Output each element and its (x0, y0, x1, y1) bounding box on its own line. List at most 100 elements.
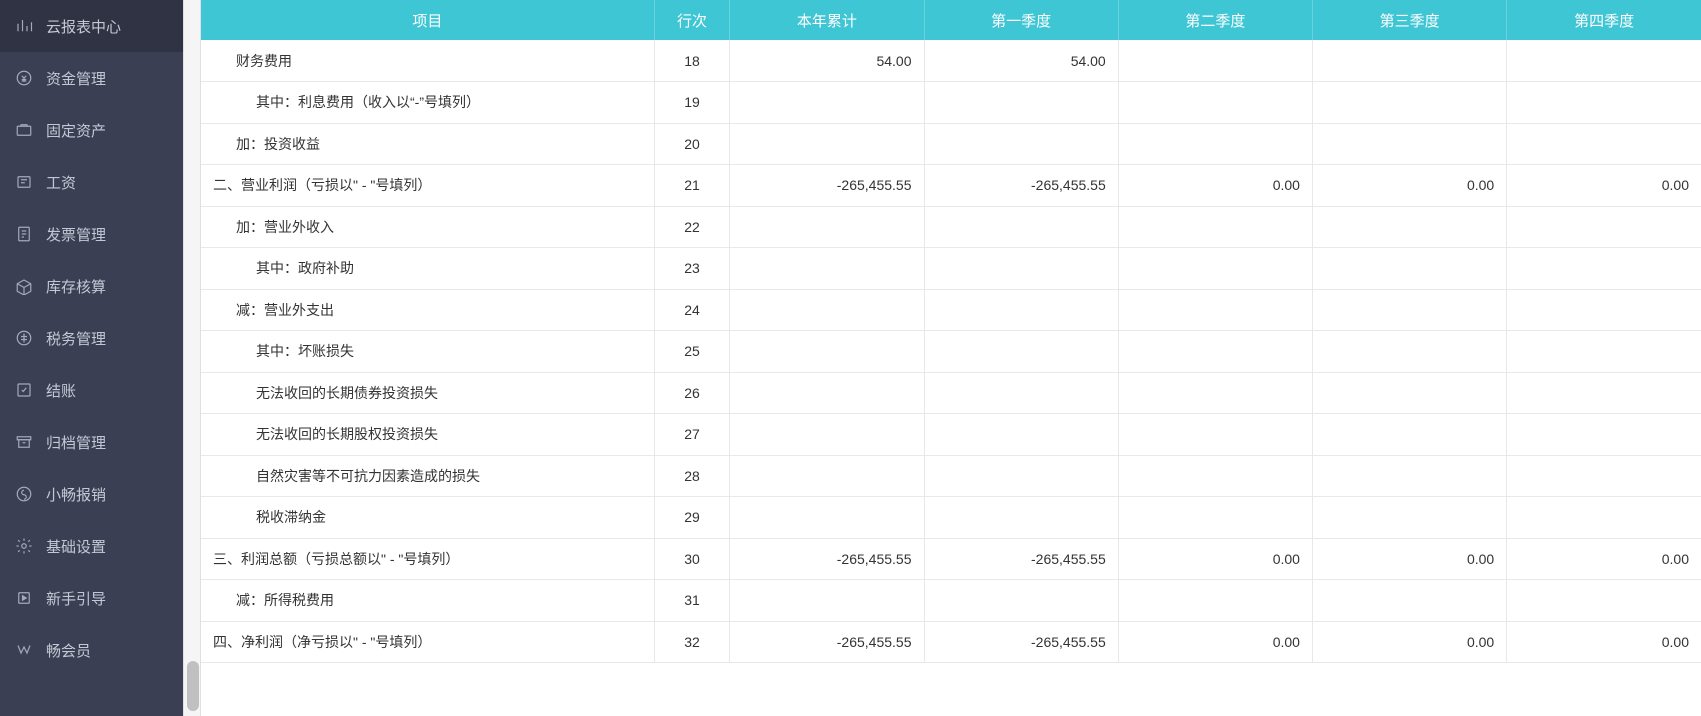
cell-q3[interactable] (1312, 331, 1506, 373)
cell-q4[interactable] (1507, 455, 1701, 497)
cell-ytd[interactable] (730, 414, 924, 456)
cell-q1[interactable] (924, 497, 1118, 539)
cell-ytd[interactable] (730, 580, 924, 622)
cell-ytd[interactable] (730, 206, 924, 248)
sidebar-item-6[interactable]: 税务管理 (0, 312, 183, 364)
cell-q3[interactable] (1312, 414, 1506, 456)
cell-q2[interactable] (1118, 82, 1312, 124)
cell-q4[interactable] (1507, 206, 1701, 248)
cell-q3[interactable] (1312, 580, 1506, 622)
cell-ytd[interactable] (730, 455, 924, 497)
cell-q4[interactable] (1507, 123, 1701, 165)
cell-q3[interactable]: 0.00 (1312, 621, 1506, 663)
cell-q1[interactable]: 54.00 (924, 40, 1118, 82)
cell-ytd[interactable] (730, 82, 924, 124)
cell-q4[interactable] (1507, 372, 1701, 414)
reimburse-icon (14, 484, 34, 504)
cell-q1[interactable] (924, 82, 1118, 124)
sidebar-item-7[interactable]: 结账 (0, 364, 183, 416)
cell-q3[interactable] (1312, 123, 1506, 165)
cell-ytd[interactable] (730, 123, 924, 165)
cell-q3[interactable] (1312, 248, 1506, 290)
cell-q4[interactable]: 0.00 (1507, 165, 1701, 207)
cell-q3[interactable] (1312, 497, 1506, 539)
cell-ytd[interactable] (730, 497, 924, 539)
cell-q1[interactable] (924, 331, 1118, 373)
sidebar-item-2[interactable]: 固定资产 (0, 104, 183, 156)
sidebar-item-12[interactable]: 畅会员 (0, 624, 183, 676)
cell-q4[interactable] (1507, 289, 1701, 331)
cell-q3[interactable]: 0.00 (1312, 165, 1506, 207)
cell-q1[interactable] (924, 123, 1118, 165)
cell-q4[interactable] (1507, 40, 1701, 82)
cell-q2[interactable]: 0.00 (1118, 621, 1312, 663)
cell-q1[interactable] (924, 206, 1118, 248)
cell-q2[interactable]: 0.00 (1118, 538, 1312, 580)
cell-q2[interactable] (1118, 206, 1312, 248)
cell-q3[interactable] (1312, 82, 1506, 124)
cell-q2[interactable] (1118, 331, 1312, 373)
cell-q1[interactable] (924, 455, 1118, 497)
cell-ytd[interactable] (730, 331, 924, 373)
cell-q3[interactable] (1312, 289, 1506, 331)
cell-q2[interactable] (1118, 455, 1312, 497)
cell-q4[interactable] (1507, 414, 1701, 456)
cell-q2[interactable] (1118, 40, 1312, 82)
cell-q2[interactable] (1118, 414, 1312, 456)
archive-icon (14, 432, 34, 452)
cell-q4[interactable] (1507, 82, 1701, 124)
sidebar-item-3[interactable]: 工资 (0, 156, 183, 208)
cell-q1[interactable] (924, 414, 1118, 456)
cell-q3[interactable]: 0.00 (1312, 538, 1506, 580)
cell-q1[interactable]: -265,455.55 (924, 621, 1118, 663)
table-row: 二、营业利润（亏损以" - "号填列）21-265,455.55-265,455… (201, 165, 1701, 207)
cell-ytd[interactable]: -265,455.55 (730, 165, 924, 207)
cell-item: 无法收回的长期股权投资损失 (201, 414, 654, 456)
cell-ytd[interactable]: -265,455.55 (730, 621, 924, 663)
cell-q3[interactable] (1312, 206, 1506, 248)
cell-q2[interactable]: 0.00 (1118, 165, 1312, 207)
cell-q2[interactable] (1118, 123, 1312, 165)
table-row: 加：营业外收入22 (201, 206, 1701, 248)
cell-q4[interactable] (1507, 497, 1701, 539)
cell-rownum: 18 (654, 40, 730, 82)
cell-q2[interactable] (1118, 289, 1312, 331)
sidebar-item-8[interactable]: 归档管理 (0, 416, 183, 468)
sidebar-item-label: 基础设置 (46, 536, 106, 557)
cell-ytd[interactable] (730, 248, 924, 290)
sidebar-item-4[interactable]: 发票管理 (0, 208, 183, 260)
cell-ytd[interactable]: 54.00 (730, 40, 924, 82)
cell-q3[interactable] (1312, 372, 1506, 414)
settle-icon (14, 380, 34, 400)
cell-q4[interactable]: 0.00 (1507, 621, 1701, 663)
cell-q3[interactable] (1312, 455, 1506, 497)
cell-q2[interactable] (1118, 248, 1312, 290)
cell-q4[interactable] (1507, 580, 1701, 622)
table-row: 财务费用1854.0054.00 (201, 40, 1701, 82)
cell-ytd[interactable] (730, 372, 924, 414)
cell-q2[interactable] (1118, 372, 1312, 414)
cell-q3[interactable] (1312, 40, 1506, 82)
cell-ytd[interactable] (730, 289, 924, 331)
cell-q2[interactable] (1118, 580, 1312, 622)
cell-q1[interactable]: -265,455.55 (924, 165, 1118, 207)
cell-q4[interactable]: 0.00 (1507, 538, 1701, 580)
sidebar-item-9[interactable]: 小畅报销 (0, 468, 183, 520)
cell-q1[interactable] (924, 289, 1118, 331)
sidebar-item-5[interactable]: 库存核算 (0, 260, 183, 312)
sidebar-item-10[interactable]: 基础设置 (0, 520, 183, 572)
cell-q2[interactable] (1118, 497, 1312, 539)
cell-ytd[interactable]: -265,455.55 (730, 538, 924, 580)
cell-q4[interactable] (1507, 248, 1701, 290)
sidebar-scroll-track[interactable] (183, 0, 201, 716)
cell-q1[interactable] (924, 580, 1118, 622)
cell-q4[interactable] (1507, 331, 1701, 373)
sidebar-item-1[interactable]: 资金管理 (0, 52, 183, 104)
sidebar-item-11[interactable]: 新手引导 (0, 572, 183, 624)
cell-q1[interactable] (924, 372, 1118, 414)
cell-q1[interactable] (924, 248, 1118, 290)
sidebar-scroll-thumb[interactable] (187, 661, 199, 711)
cell-q1[interactable]: -265,455.55 (924, 538, 1118, 580)
sidebar-item-label: 小畅报销 (46, 484, 106, 505)
sidebar-item-0[interactable]: 云报表中心 (0, 0, 183, 52)
